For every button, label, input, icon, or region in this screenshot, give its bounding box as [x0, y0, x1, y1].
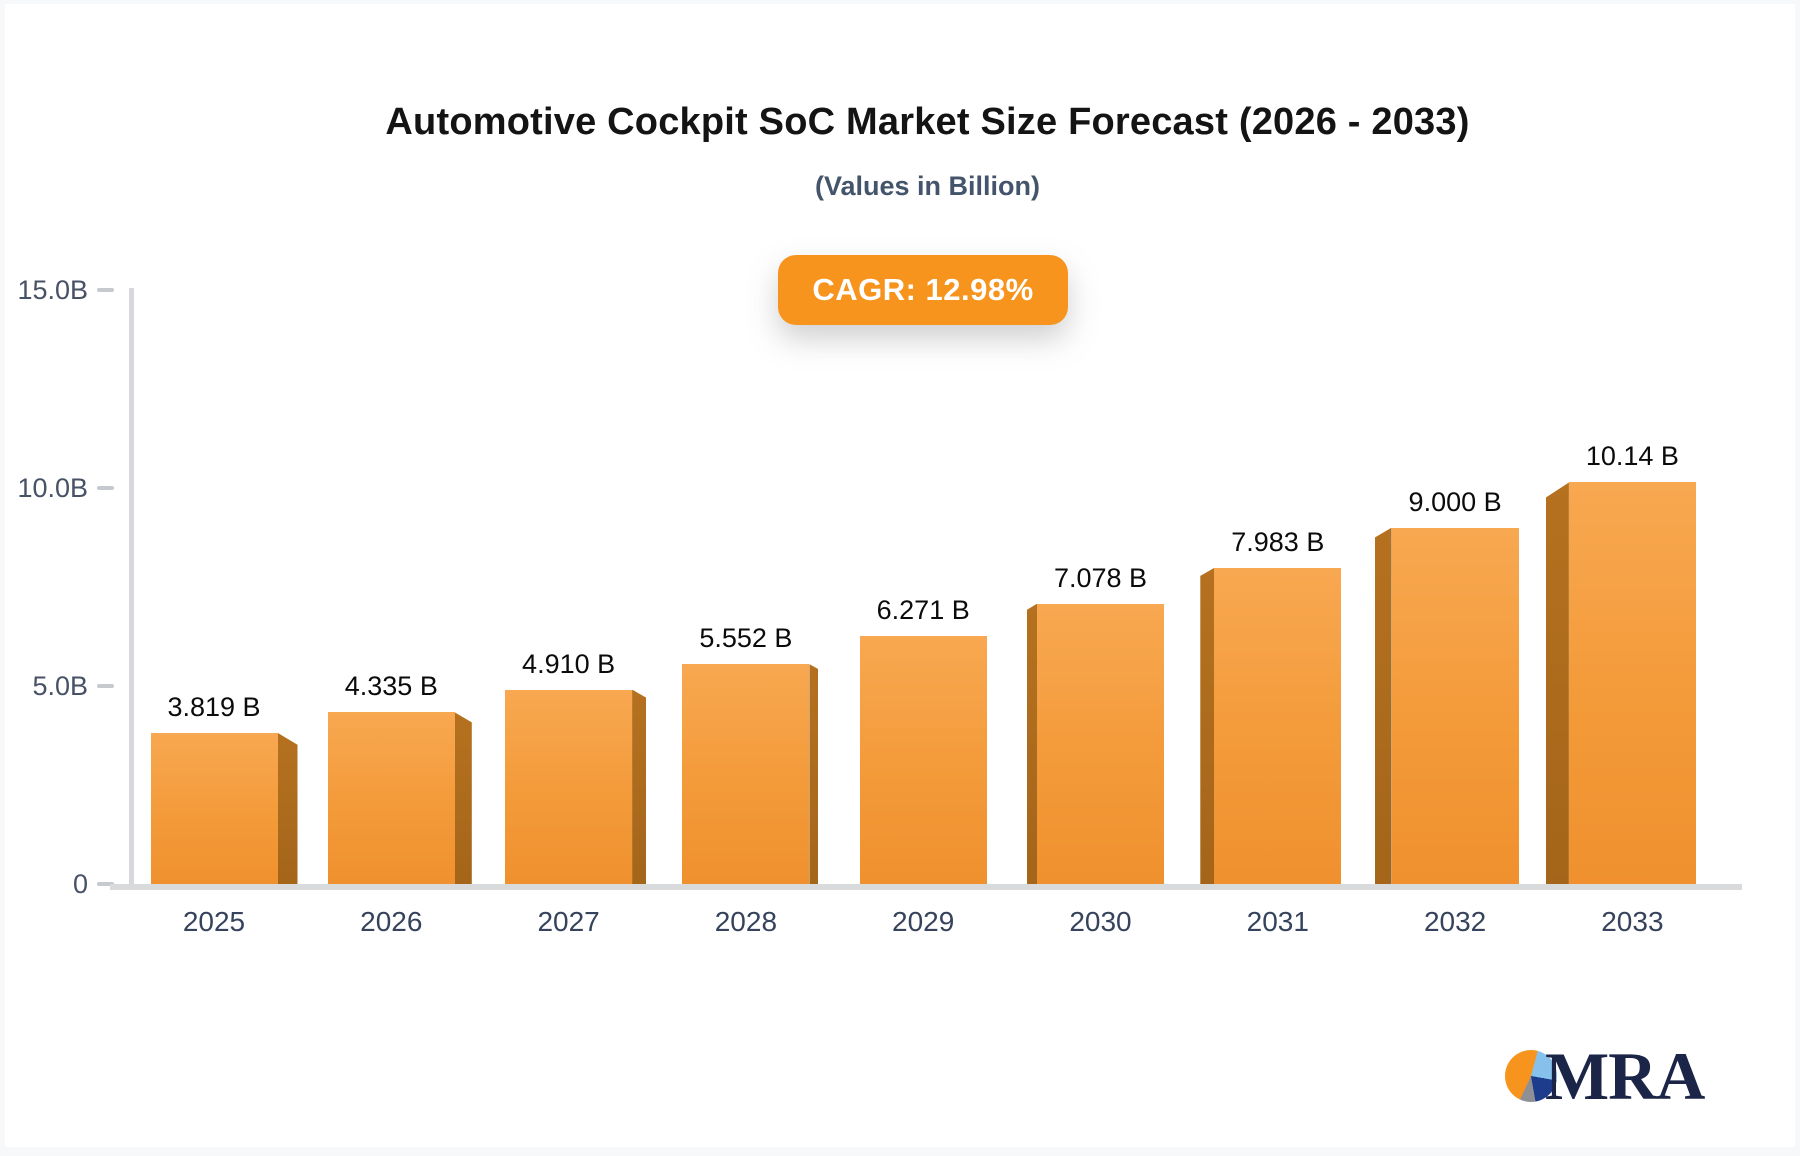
- y-tick-mark: [97, 288, 114, 292]
- bar-2030: [1037, 603, 1164, 888]
- x-tick-label-2029: 2029: [892, 906, 955, 937]
- x-tick-label-2030: 2030: [1069, 906, 1132, 937]
- x-tick-label-2033: 2033: [1601, 906, 1664, 937]
- bar-2026: [327, 712, 455, 888]
- bar-2032: [1391, 527, 1519, 888]
- bar-side-face-2028: [809, 664, 818, 889]
- x-tick-label-2027: 2027: [537, 906, 600, 937]
- bar-2031: [1214, 567, 1342, 888]
- bar-side-face-2033: [1546, 482, 1569, 889]
- bar-value-label: 6.271 B: [876, 594, 970, 625]
- bar-2027: [505, 689, 633, 888]
- x-tick-label-2032: 2032: [1423, 906, 1487, 937]
- chart-title: Automotive Cockpit SoC Market Size Forec…: [385, 101, 1470, 143]
- brand-logo: MRA: [1505, 1038, 1765, 1118]
- chart-subtitle: (Values in Billion): [814, 171, 1041, 201]
- x-tick-label-2031: 2031: [1246, 906, 1309, 937]
- pie-chart-logo-icon: [1505, 1050, 1557, 1102]
- bar-value-label: 9.000 B: [1408, 486, 1502, 517]
- bar-value-label: 7.983 B: [1231, 526, 1325, 557]
- bar-value-label: 4.335 B: [344, 671, 438, 702]
- x-tick-label-2028: 2028: [714, 906, 778, 937]
- bar-side-face-2027: [632, 690, 646, 889]
- bar-side-face-2025: [278, 733, 298, 889]
- brand-logo-text: MRA: [1545, 1038, 1705, 1114]
- bar-2033: [1568, 482, 1696, 888]
- y-tick-label: 15.0B: [17, 275, 88, 305]
- bar-side-face-2032: [1375, 528, 1392, 889]
- bar-2025: [150, 732, 278, 888]
- x-tick-label-2026: 2026: [360, 906, 423, 937]
- y-tick-label: 10.0B: [17, 473, 88, 503]
- bar-value-label: 3.819 B: [167, 691, 261, 722]
- y-axis-line: [129, 288, 134, 890]
- cagr-badge-label: CAGR: 12.98%: [812, 272, 1034, 307]
- x-axis-line: [110, 884, 1742, 890]
- bar-side-face-2030: [1027, 604, 1037, 889]
- y-tick-label: 0: [72, 869, 88, 899]
- bar-value-label: 5.552 B: [699, 623, 793, 654]
- y-tick-mark: [97, 882, 114, 886]
- y-tick-label: 5.0B: [32, 671, 88, 701]
- bar-value-label: 7.078 B: [1053, 562, 1148, 593]
- bar-value-label: 4.910 B: [522, 648, 616, 679]
- bar-side-face-2031: [1200, 568, 1214, 889]
- bar-2029: [859, 635, 987, 888]
- cagr-badge: CAGR: 12.98%: [778, 255, 1068, 325]
- bar-side-face-2026: [455, 712, 472, 889]
- x-tick-label-2025: 2025: [182, 906, 246, 937]
- bar-value-label: 10.14 B: [1585, 441, 1679, 472]
- y-tick-mark: [97, 684, 114, 688]
- y-tick-mark: [97, 486, 114, 490]
- bar-2028: [682, 664, 810, 888]
